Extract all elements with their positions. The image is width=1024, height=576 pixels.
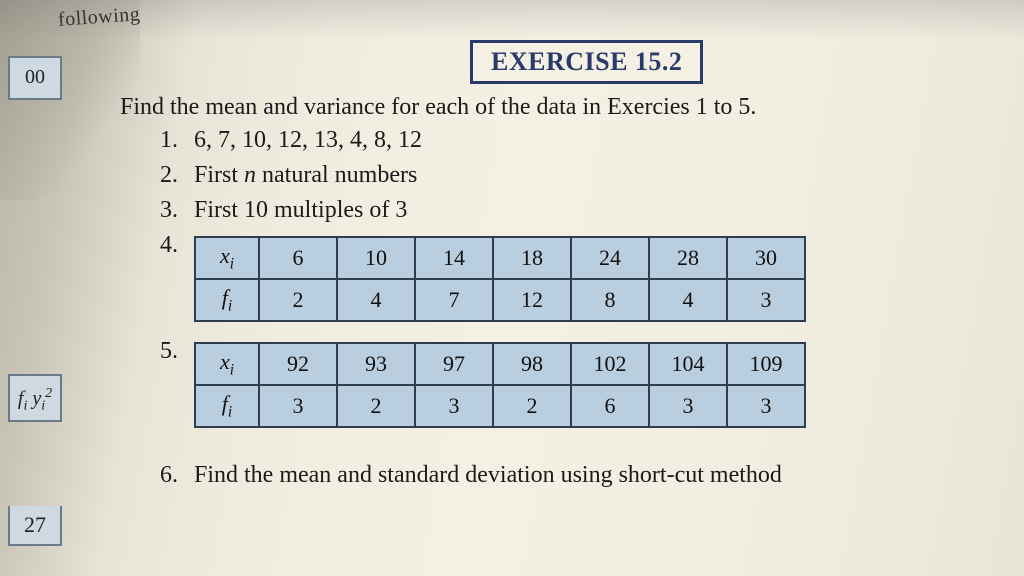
table-cell: 3 <box>727 385 805 427</box>
exercise-item-6: 6. Find the mean and standard deviation … <box>160 462 994 489</box>
frequency-table-5: xi92939798102104109fi3232633 <box>194 342 806 428</box>
table-cell: 3 <box>649 385 727 427</box>
item-number: 3. <box>160 197 194 224</box>
table-cell: 6 <box>259 237 337 279</box>
exercise-prompt: Find the mean and variance for each of t… <box>120 94 994 121</box>
margin-box-bottom: 27 <box>8 506 62 546</box>
item-text-post: natural numbers <box>256 162 417 188</box>
exercise-item-3: 3. First 10 multiples of 3 <box>160 197 994 224</box>
table-cell: 10 <box>337 237 415 279</box>
row-header-f: fi <box>195 279 259 321</box>
row-header-f: fi <box>195 385 259 427</box>
item-text: First 10 multiples of 3 <box>194 197 407 224</box>
table-cell: 28 <box>649 237 727 279</box>
table-cell: 98 <box>493 343 571 385</box>
row-header-x: xi <box>195 343 259 385</box>
table-cell: 93 <box>337 343 415 385</box>
table-cell: 2 <box>337 385 415 427</box>
frequency-table-4: xi6101418242830fi24712843 <box>194 236 806 322</box>
item-number: 6. <box>160 462 194 489</box>
item-variable: n <box>244 162 256 188</box>
table-cell: 6 <box>571 385 649 427</box>
item-text: First n natural numbers <box>194 162 417 189</box>
table-cell: 2 <box>259 279 337 321</box>
margin-box-formula: fi yi2 <box>8 374 62 422</box>
table-cell: 4 <box>337 279 415 321</box>
exercise-heading: EXERCISE 15.2 <box>470 40 703 84</box>
table-cell: 2 <box>493 385 571 427</box>
item-number: 2. <box>160 162 194 189</box>
table-cell: 12 <box>493 279 571 321</box>
item-number: 1. <box>160 127 194 154</box>
exercise-item-4: 4. xi6101418242830fi24712843 <box>160 232 994 336</box>
table-cell: 3 <box>259 385 337 427</box>
page-top-shadow <box>0 0 1024 40</box>
table-cell: 18 <box>493 237 571 279</box>
table-cell: 92 <box>259 343 337 385</box>
item-number: 4. <box>160 232 194 259</box>
previous-page-fragment: following <box>57 3 141 32</box>
exercise-item-1: 1. 6, 7, 10, 12, 13, 4, 8, 12 <box>160 127 994 154</box>
exercise-item-2: 2. First n natural numbers <box>160 162 994 189</box>
table-cell: 102 <box>571 343 649 385</box>
table-cell: 3 <box>727 279 805 321</box>
table-cell: 14 <box>415 237 493 279</box>
table-cell: 30 <box>727 237 805 279</box>
margin-box-top: 00 <box>8 56 62 100</box>
table-cell: 4 <box>649 279 727 321</box>
item-text: 6, 7, 10, 12, 13, 4, 8, 12 <box>194 127 422 154</box>
table-cell: 97 <box>415 343 493 385</box>
table-cell: 3 <box>415 385 493 427</box>
item-number: 5. <box>160 338 194 365</box>
table-cell: 7 <box>415 279 493 321</box>
item-text: Find the mean and standard deviation usi… <box>194 462 782 489</box>
table-cell: 8 <box>571 279 649 321</box>
page-content: EXERCISE 15.2 Find the mean and variance… <box>110 40 994 489</box>
exercise-item-5: 5. xi92939798102104109fi3232633 <box>110 338 994 442</box>
table-cell: 109 <box>727 343 805 385</box>
row-header-x: xi <box>195 237 259 279</box>
table-cell: 24 <box>571 237 649 279</box>
table-cell: 104 <box>649 343 727 385</box>
item-text-pre: First <box>194 162 244 188</box>
